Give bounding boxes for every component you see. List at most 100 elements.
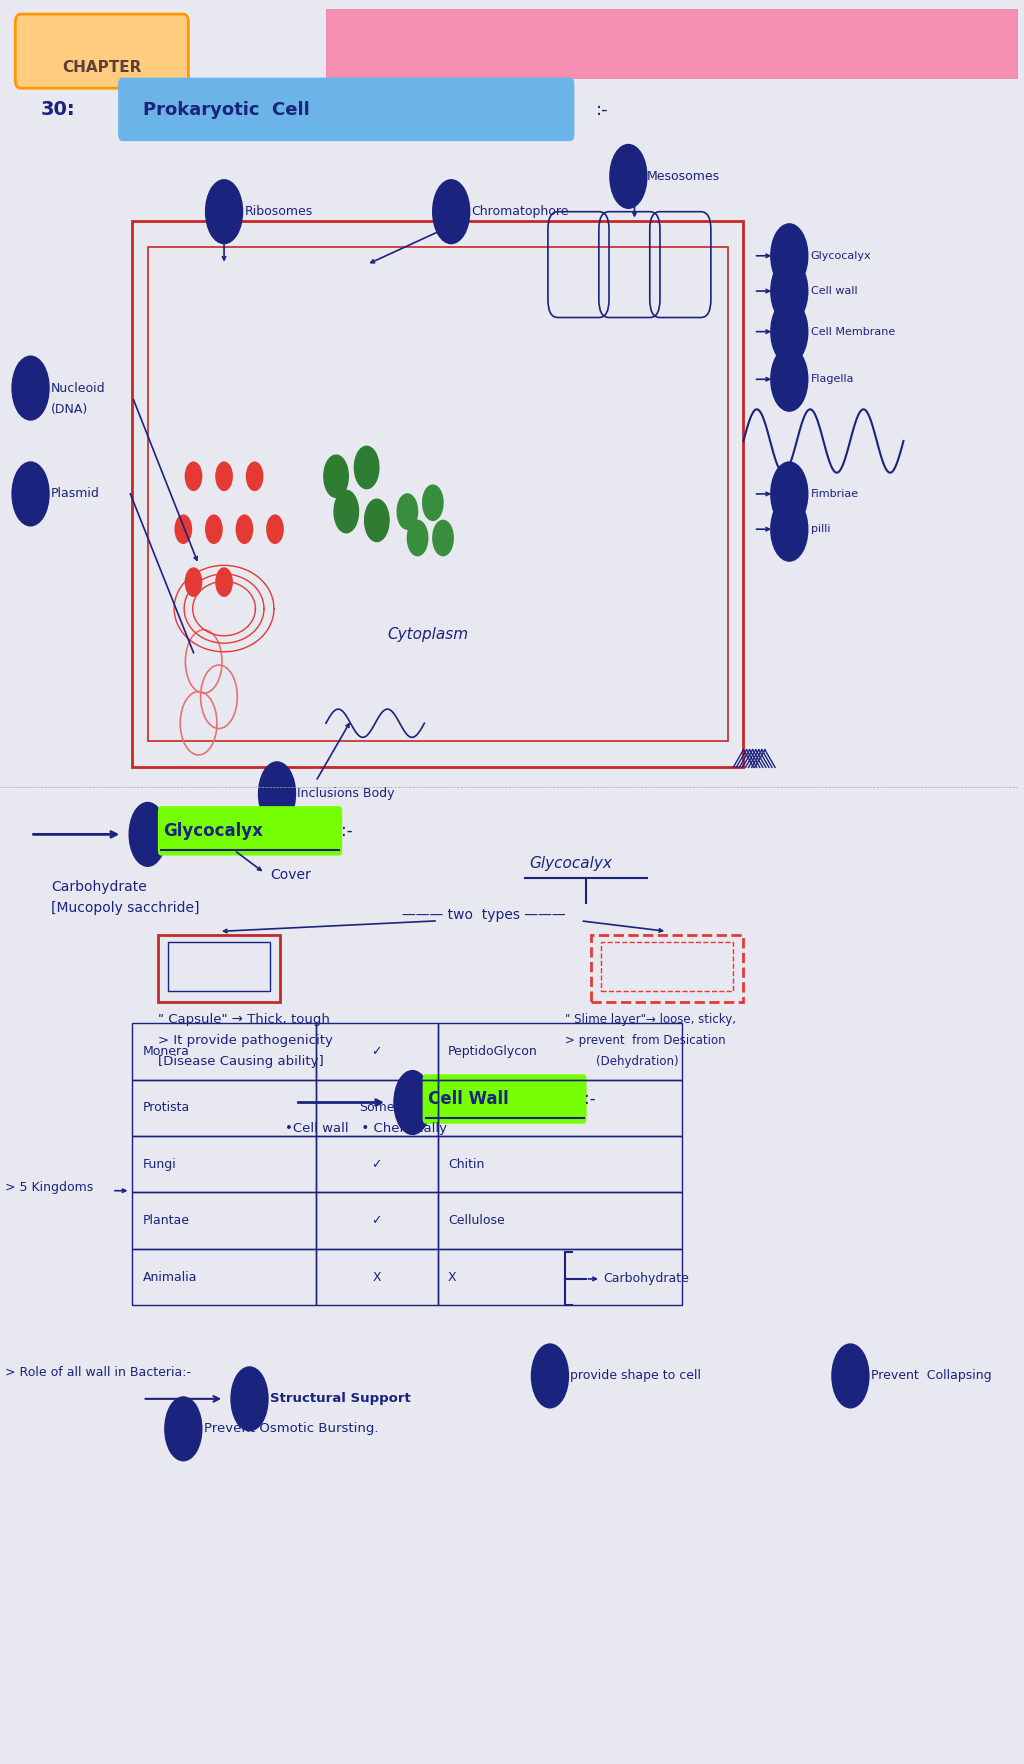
Text: [Mucopoly sacchride]: [Mucopoly sacchride]	[51, 901, 200, 916]
Text: ✓: ✓	[372, 1214, 382, 1228]
FancyBboxPatch shape	[158, 806, 342, 856]
Circle shape	[259, 762, 295, 826]
Circle shape	[267, 515, 283, 543]
Bar	[147, 247, 728, 741]
Circle shape	[206, 180, 243, 243]
Bar	[132, 1192, 315, 1249]
Bar	[315, 1192, 438, 1249]
Text: 12: 12	[270, 789, 284, 799]
Circle shape	[365, 499, 389, 542]
Text: 2: 2	[247, 1394, 253, 1404]
Text: " Capsule" → Thick, tough: " Capsule" → Thick, tough	[158, 1013, 330, 1027]
Text: Cell wall: Cell wall	[811, 286, 857, 296]
Text: Nucleoid: Nucleoid	[51, 381, 105, 395]
FancyBboxPatch shape	[423, 1074, 587, 1124]
Circle shape	[771, 348, 808, 411]
Text: Some: Some	[359, 1101, 394, 1115]
Text: Cover: Cover	[270, 868, 310, 882]
Circle shape	[610, 145, 647, 208]
Text: ✓: ✓	[372, 1044, 382, 1058]
Text: Animalia: Animalia	[142, 1270, 197, 1284]
Bar	[132, 1249, 315, 1305]
Text: Glycocalyx: Glycocalyx	[529, 856, 612, 871]
Text: Fimbriae: Fimbriae	[811, 489, 859, 499]
Bar	[132, 220, 743, 767]
Bar	[132, 1080, 315, 1136]
Circle shape	[334, 490, 358, 533]
Circle shape	[433, 180, 470, 243]
Circle shape	[231, 1367, 268, 1431]
Bar	[438, 1080, 682, 1136]
Bar	[601, 942, 733, 991]
Bar	[438, 1192, 682, 1249]
Circle shape	[129, 803, 166, 866]
Bar	[591, 935, 743, 1002]
Circle shape	[423, 485, 443, 520]
Circle shape	[771, 462, 808, 526]
Text: > It provide pathogenicity: > It provide pathogenicity	[158, 1034, 333, 1048]
Text: ——— two  types ———: ——— two types ———	[402, 908, 566, 923]
Text: 3: 3	[786, 326, 793, 337]
Text: Fungi: Fungi	[142, 1157, 176, 1171]
Text: Prevent  Collapsing: Prevent Collapsing	[870, 1369, 991, 1383]
Text: 5: 5	[786, 489, 793, 499]
Text: pilli: pilli	[811, 524, 830, 534]
Circle shape	[771, 300, 808, 363]
Text: Carbohydrate: Carbohydrate	[51, 880, 146, 894]
Text: (DNA): (DNA)	[51, 402, 88, 416]
Circle shape	[185, 568, 202, 596]
Circle shape	[175, 515, 191, 543]
Text: Plantae: Plantae	[142, 1214, 189, 1228]
Circle shape	[771, 497, 808, 561]
Circle shape	[216, 462, 232, 490]
Text: 10: 10	[24, 489, 37, 499]
Text: Prevent Osmotic Bursting.: Prevent Osmotic Bursting.	[204, 1422, 378, 1436]
Text: (Dehydration): (Dehydration)	[596, 1055, 679, 1069]
FancyBboxPatch shape	[118, 78, 574, 141]
Text: ✓: ✓	[372, 1157, 382, 1171]
Text: Prokaryotic  Cell: Prokaryotic Cell	[142, 101, 309, 120]
Circle shape	[185, 462, 202, 490]
Text: 7: 7	[625, 171, 632, 182]
Text: 2: 2	[410, 1097, 416, 1108]
Text: 1: 1	[144, 829, 152, 840]
Text: 1: 1	[786, 250, 793, 261]
Bar	[438, 1023, 682, 1080]
Text: > Role of all wall in Bacteria:-: > Role of all wall in Bacteria:-	[5, 1365, 191, 1379]
Text: 1: 1	[547, 1371, 553, 1381]
Text: Carbohydrate: Carbohydrate	[603, 1272, 689, 1286]
Text: 8: 8	[447, 206, 455, 217]
FancyBboxPatch shape	[15, 14, 188, 88]
Text: Cellulose: Cellulose	[449, 1214, 505, 1228]
Circle shape	[408, 520, 428, 556]
Text: Ribosomes: Ribosomes	[245, 205, 312, 219]
Text: 11: 11	[217, 206, 230, 217]
Text: " Slime layer"→ loose, sticky,: " Slime layer"→ loose, sticky,	[565, 1013, 736, 1027]
Bar	[326, 9, 1019, 79]
Circle shape	[216, 568, 232, 596]
Text: 30:: 30:	[41, 99, 76, 118]
Text: [Disease Causing ability]: [Disease Causing ability]	[158, 1055, 324, 1069]
Text: Structural Support: Structural Support	[270, 1392, 411, 1406]
Text: provide shape to cell: provide shape to cell	[570, 1369, 701, 1383]
Text: 9: 9	[28, 383, 34, 393]
Circle shape	[771, 259, 808, 323]
Circle shape	[237, 515, 253, 543]
Text: Cell Wall: Cell Wall	[428, 1090, 509, 1108]
Text: 4: 4	[848, 1371, 853, 1381]
Circle shape	[531, 1344, 568, 1408]
Circle shape	[354, 446, 379, 489]
Circle shape	[12, 462, 49, 526]
Text: :-: :-	[341, 822, 353, 840]
Text: 6: 6	[786, 524, 793, 534]
Text: > prevent  from Desication: > prevent from Desication	[565, 1034, 726, 1048]
Text: •Cell wall   • Chemically: •Cell wall • Chemically	[285, 1122, 447, 1136]
Bar	[132, 1136, 315, 1192]
Bar	[168, 942, 270, 991]
Circle shape	[771, 224, 808, 288]
Circle shape	[394, 1071, 431, 1134]
Circle shape	[165, 1397, 202, 1461]
Text: 3: 3	[180, 1424, 186, 1434]
Text: :-: :-	[584, 1090, 595, 1108]
Text: Glycocalyx: Glycocalyx	[163, 822, 263, 840]
